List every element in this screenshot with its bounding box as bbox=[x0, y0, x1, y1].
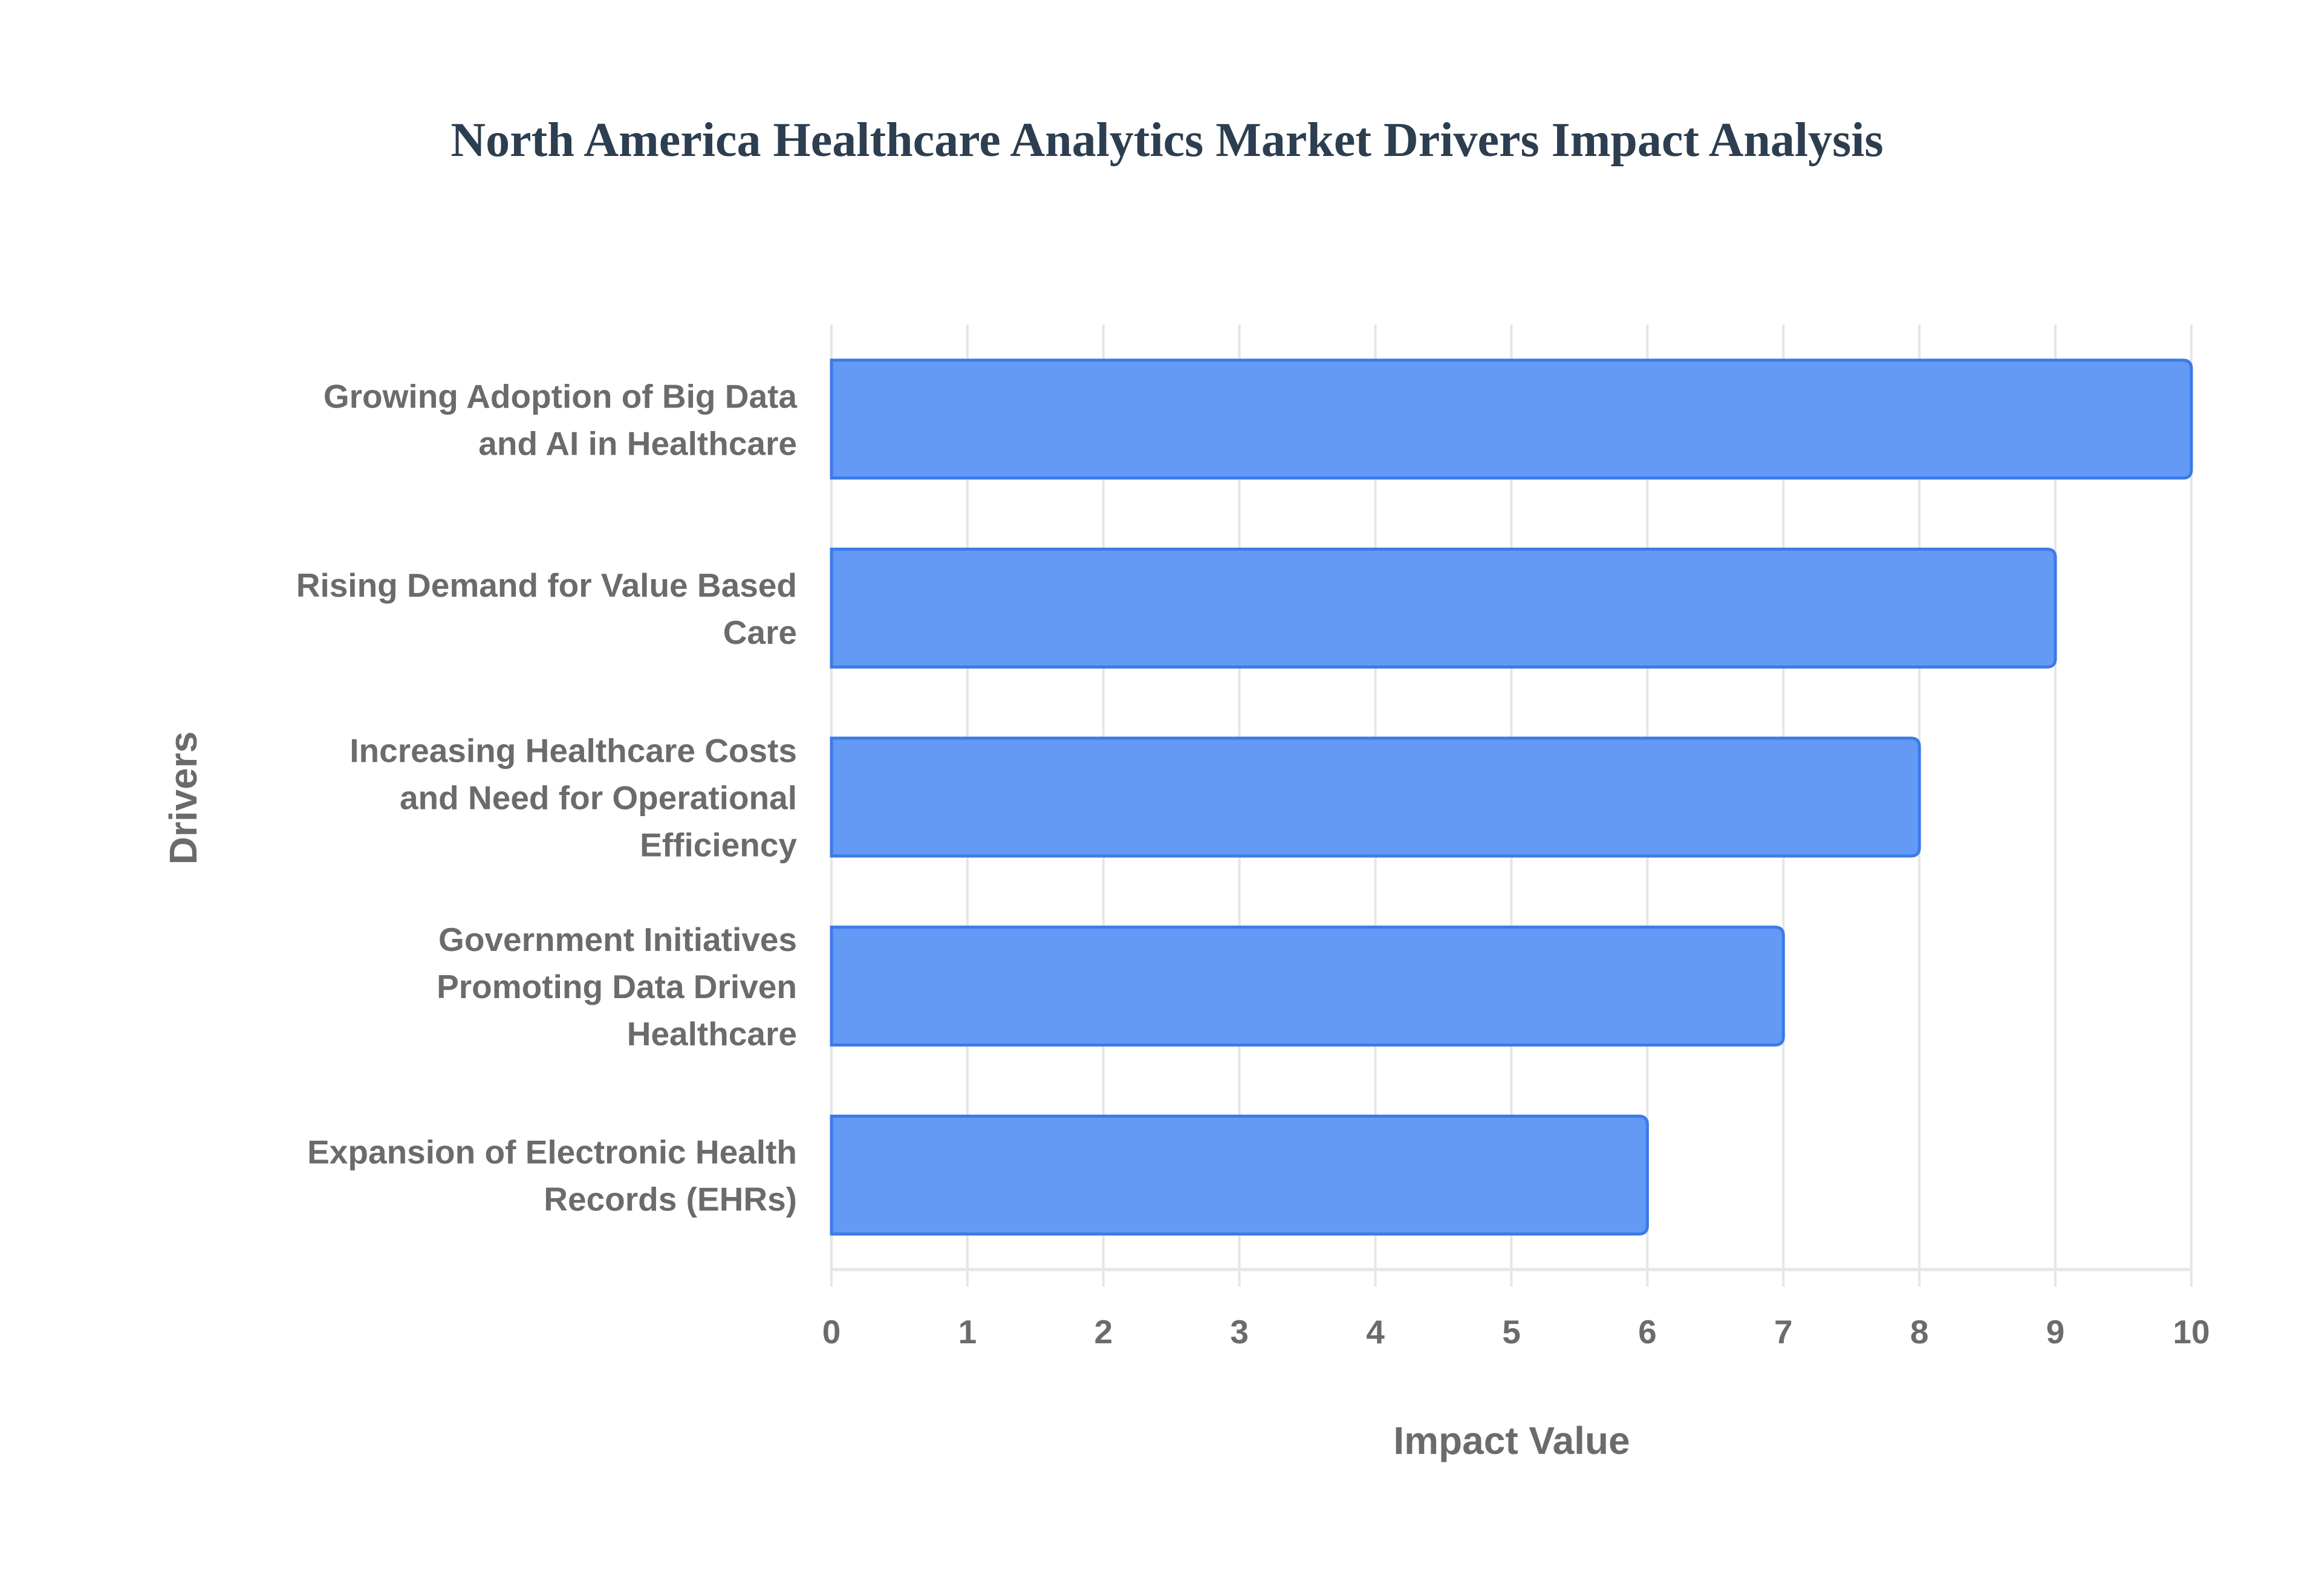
x-tick-labels: 0 1 2 3 4 5 6 7 8 9 10 bbox=[822, 1313, 2210, 1351]
category-label: Healthcare bbox=[627, 1015, 797, 1053]
category-label: Increasing Healthcare Costs bbox=[350, 732, 797, 770]
category-label: Promoting Data Driven bbox=[437, 968, 797, 1005]
x-axis-title: Impact Value bbox=[1393, 1419, 1630, 1462]
bar bbox=[830, 926, 1785, 1047]
category-label: Care bbox=[723, 614, 797, 651]
x-tick-label: 6 bbox=[1638, 1313, 1657, 1351]
bar bbox=[830, 358, 2193, 480]
x-tick-label: 5 bbox=[1502, 1313, 1521, 1351]
category-label: and AI in Healthcare bbox=[478, 424, 797, 462]
bar bbox=[830, 1114, 1649, 1236]
chart-title: North America Healthcare Analytics Marke… bbox=[450, 114, 1883, 167]
x-tick-label: 8 bbox=[1910, 1313, 1929, 1351]
x-tick-label: 3 bbox=[1230, 1313, 1249, 1351]
bars bbox=[830, 358, 2193, 1236]
x-tick-label: 1 bbox=[958, 1313, 977, 1351]
bar bbox=[830, 736, 1921, 858]
x-tick-label: 4 bbox=[1366, 1313, 1385, 1351]
category-label: Records (EHRs) bbox=[544, 1181, 797, 1218]
category-label: and Need for Operational bbox=[400, 779, 797, 817]
category-label: Growing Adoption of Big Data bbox=[324, 377, 798, 415]
x-tick-label: 9 bbox=[2046, 1313, 2065, 1351]
y-axis-title: Drivers bbox=[161, 731, 205, 865]
category-labels: Growing Adoption of Big Data and AI in He… bbox=[296, 377, 798, 1218]
category-label: Efficiency bbox=[640, 826, 797, 864]
x-tick-label: 0 bbox=[822, 1313, 841, 1351]
x-tick-label: 10 bbox=[2173, 1313, 2210, 1351]
bar bbox=[830, 547, 2057, 669]
x-tick-label: 2 bbox=[1094, 1313, 1113, 1351]
category-label: Expansion of Electronic Health bbox=[307, 1134, 797, 1171]
category-label: Government Initiatives bbox=[438, 921, 797, 958]
x-tick-label: 7 bbox=[1774, 1313, 1793, 1351]
category-label: Rising Demand for Value Based bbox=[296, 566, 797, 604]
